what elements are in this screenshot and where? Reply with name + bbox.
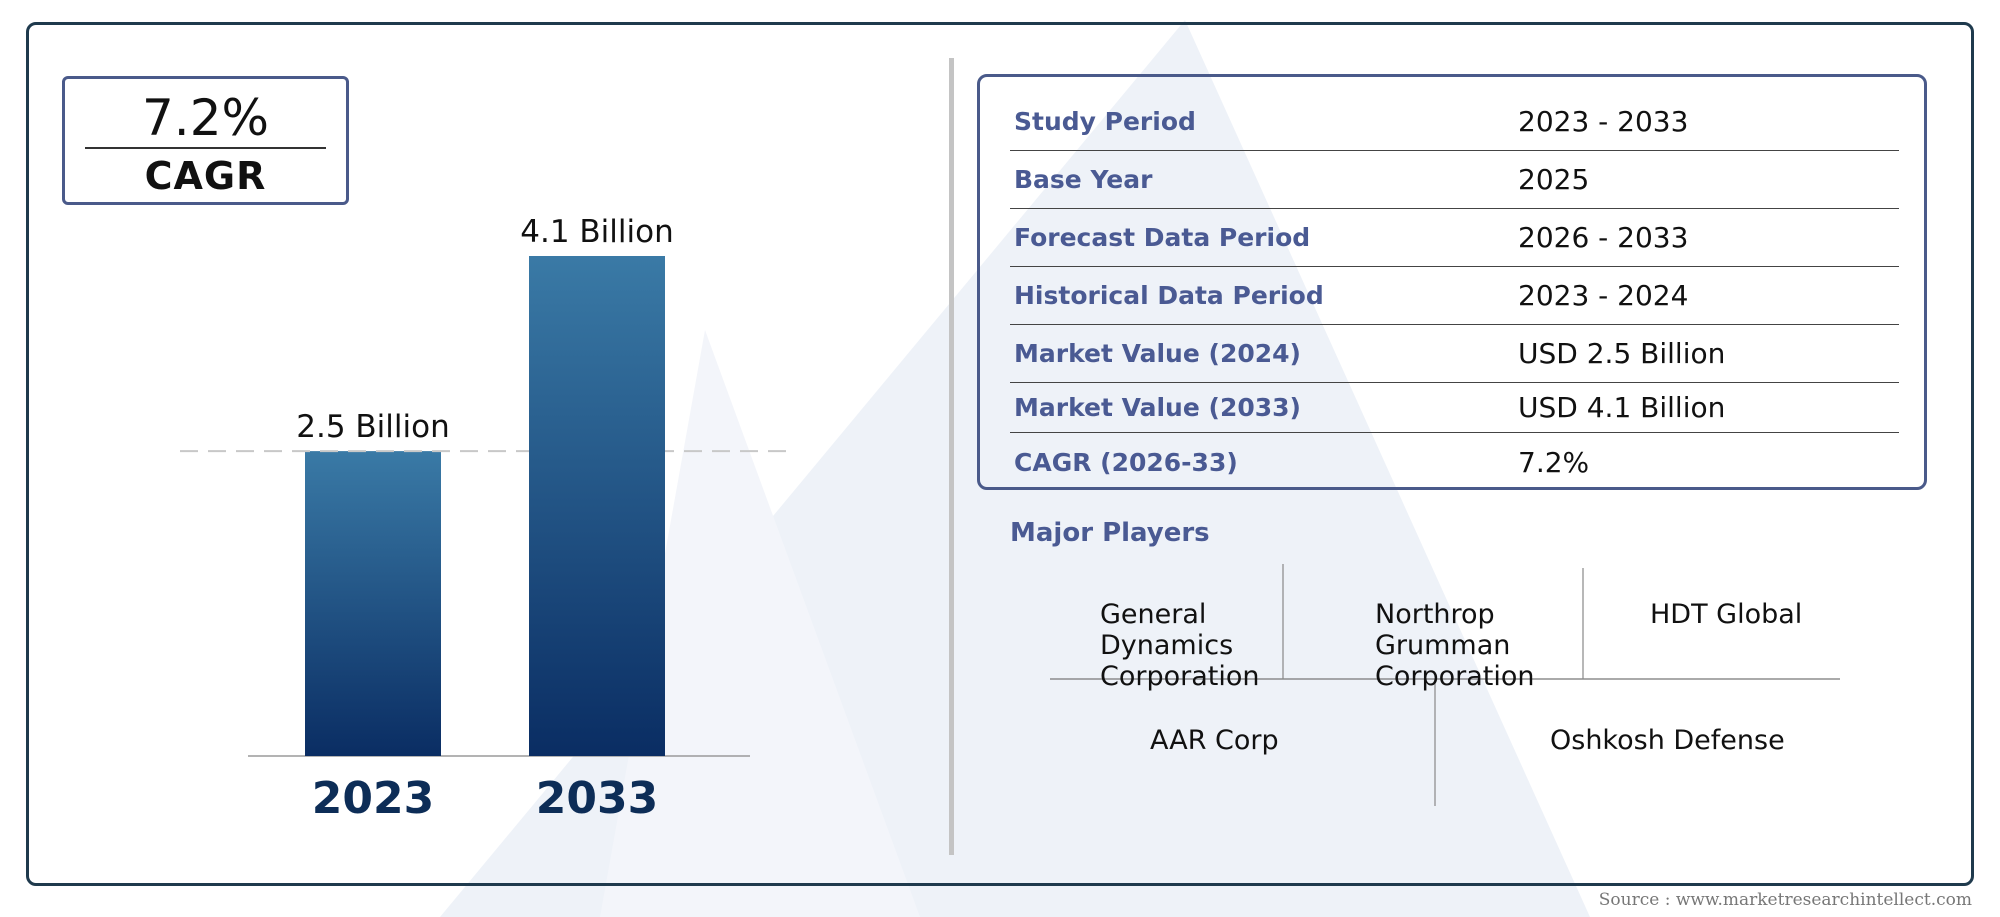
- info-row: Study Period 2023 - 2033: [1010, 93, 1899, 151]
- info-row: Market Value (2033) USD 4.1 Billion: [1010, 383, 1899, 433]
- cagr-label: CAGR: [144, 154, 267, 198]
- category-label: 2023: [312, 773, 434, 824]
- info-row-key: CAGR (2026-33): [1014, 447, 1238, 477]
- info-row-value: USD 2.5 Billion: [1518, 337, 1726, 370]
- info-row-key: Study Period: [1014, 107, 1196, 136]
- info-row: Market Value (2024) USD 2.5 Billion: [1010, 325, 1899, 383]
- info-row-key: Historical Data Period: [1014, 281, 1324, 310]
- info-row-value: 2026 - 2033: [1518, 221, 1689, 254]
- bar-data-label: 4.1 Billion: [520, 214, 674, 250]
- info-row-value: 2023 - 2033: [1518, 105, 1689, 138]
- cagr-divider: [85, 147, 326, 149]
- info-row: CAGR (2026-33) 7.2%: [1010, 433, 1899, 491]
- info-row-value: 2023 - 2024: [1518, 279, 1689, 312]
- outer-frame: [26, 22, 1974, 886]
- info-row: Forecast Data Period 2026 - 2033: [1010, 209, 1899, 267]
- player-aar-corp: AAR Corp: [1150, 725, 1279, 756]
- info-row-value: USD 4.1 Billion: [1518, 391, 1726, 424]
- info-row-key: Base Year: [1014, 165, 1153, 194]
- bar-2033: [529, 256, 665, 756]
- info-row-key: Market Value (2033): [1014, 393, 1301, 422]
- player-general-dynamics: General Dynamics Corporation: [1100, 599, 1260, 692]
- info-row: Base Year 2025: [1010, 151, 1899, 209]
- cagr-badge: 7.2% CAGR: [62, 76, 349, 205]
- major-players-title: Major Players: [1010, 518, 1210, 548]
- source-note: Source : www.marketresearchintellect.com: [1598, 890, 1972, 910]
- info-row-key: Market Value (2024): [1014, 339, 1301, 368]
- player-hdt-global: HDT Global: [1650, 599, 1803, 630]
- player-northrop-grumman: Northrop Grumman Corporation: [1375, 599, 1535, 692]
- section-divider: [949, 58, 954, 855]
- bar-data-label: 2.5 Billion: [296, 409, 450, 445]
- bar-2023: [305, 451, 441, 756]
- cagr-value: 7.2%: [141, 89, 270, 147]
- info-row-value: 7.2%: [1518, 445, 1590, 479]
- player-oshkosh-defense: Oshkosh Defense: [1550, 725, 1785, 756]
- category-label: 2033: [536, 773, 658, 824]
- info-row-key: Forecast Data Period: [1014, 223, 1311, 252]
- bar-chart: 2.5 Billion 2023 4.1 Billion 2033: [180, 214, 790, 824]
- market-info-table: Study Period 2023 - 2033 Base Year 2025 Fore…: [977, 74, 1927, 490]
- info-row-value: 2025: [1518, 163, 1590, 196]
- info-row: Historical Data Period 2023 - 2024: [1010, 267, 1899, 325]
